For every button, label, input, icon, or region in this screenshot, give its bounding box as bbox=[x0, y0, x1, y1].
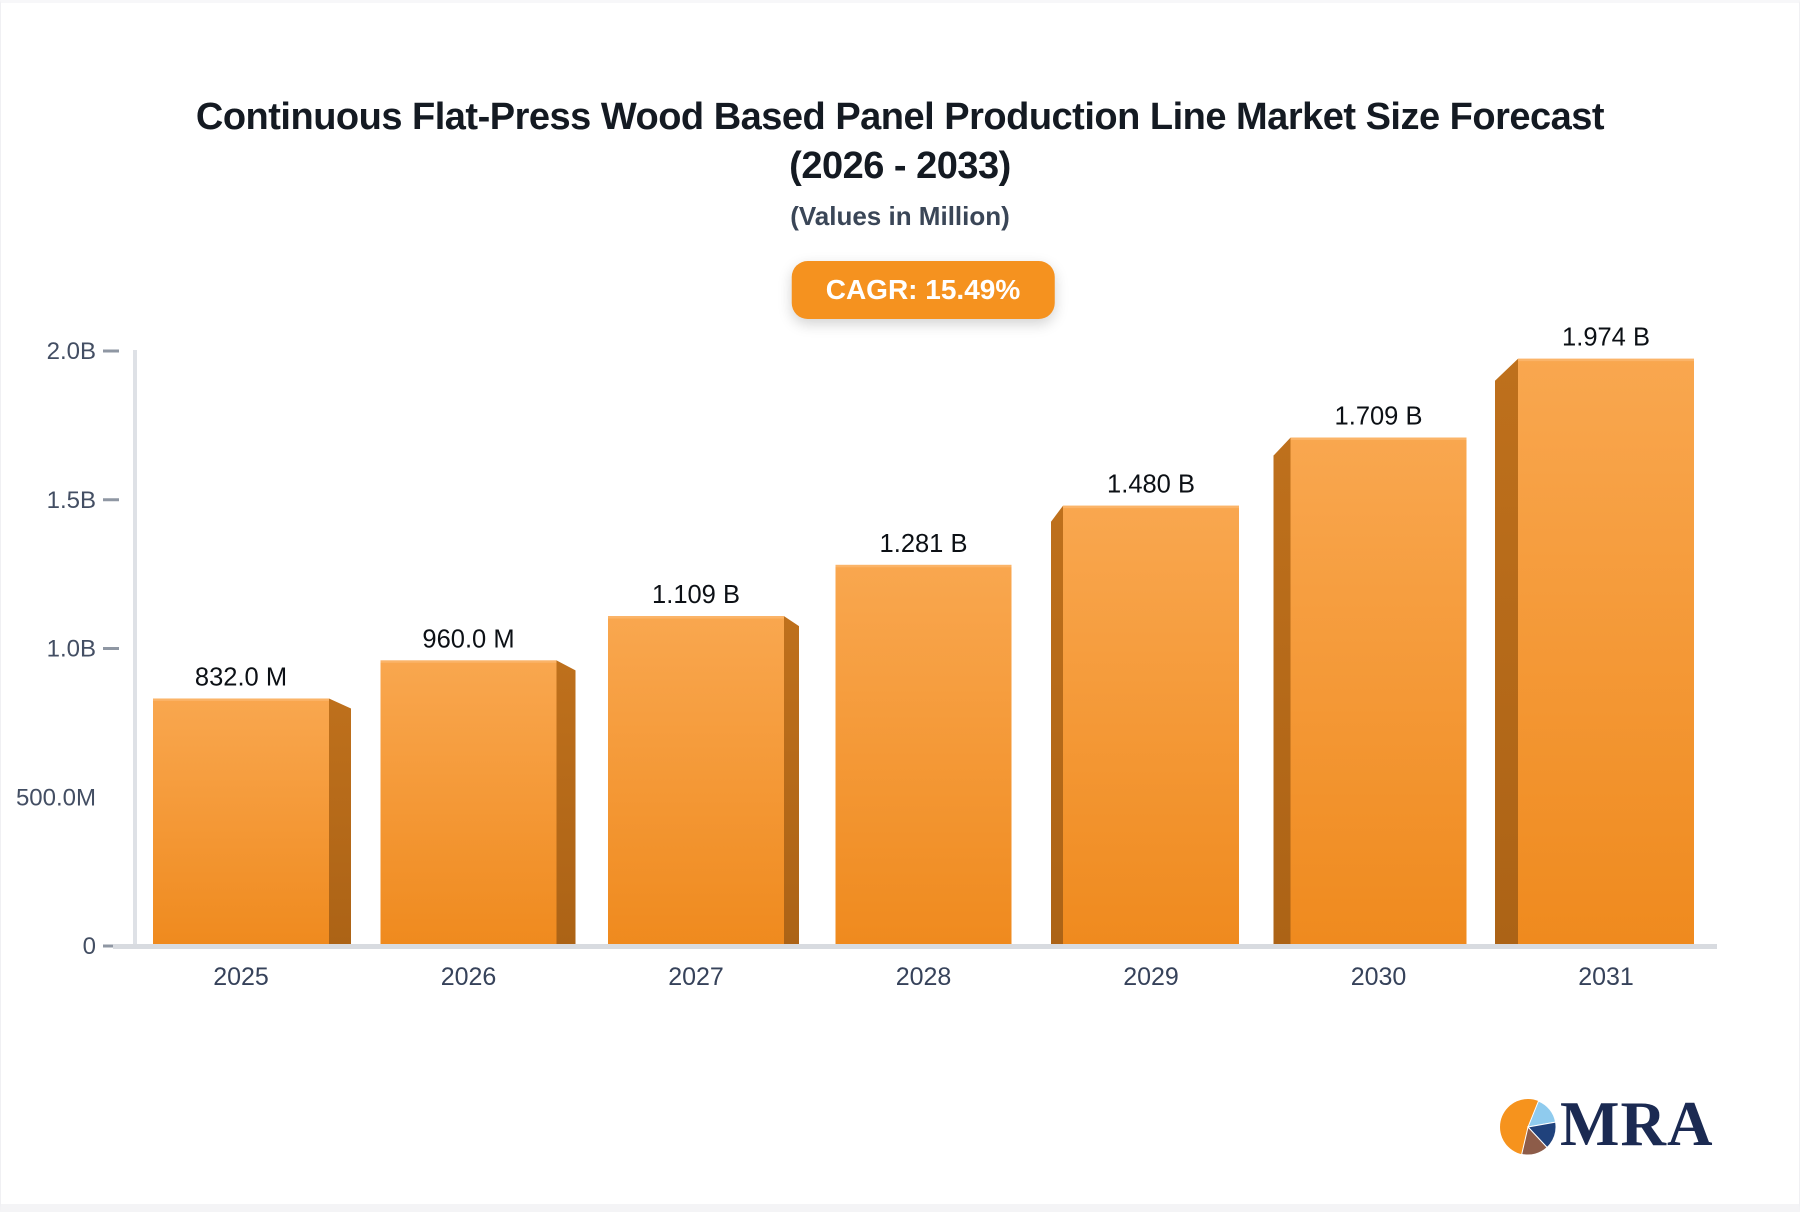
bar-side-face bbox=[1495, 358, 1518, 946]
bar-value-label: 1.709 B bbox=[1335, 403, 1423, 431]
bar-chart: 2.0B 1.5B 1.0B 500.0M 0 832.0 M 2025 960.0 M 202… bbox=[16, 324, 1717, 991]
y-tick bbox=[103, 944, 119, 948]
bar-side-face bbox=[784, 616, 799, 946]
chart-subtitle: (Values in Million) bbox=[790, 201, 1010, 231]
mra-logo-text: MRA bbox=[1560, 1088, 1714, 1159]
x-axis-label-2030: 2030 bbox=[1351, 963, 1407, 991]
bar-front-face bbox=[1063, 505, 1239, 946]
bar-value-label: 1.974 B bbox=[1562, 324, 1650, 352]
bar-value-label: 960.0 M bbox=[422, 625, 514, 653]
bar-side-face bbox=[329, 698, 351, 946]
bar-front-face bbox=[1518, 358, 1694, 946]
bar-side-face bbox=[556, 660, 576, 946]
y-tick bbox=[103, 349, 119, 353]
x-axis-line bbox=[113, 944, 1717, 949]
chart-title: Continuous Flat-Press Wood Based Panel P… bbox=[1, 93, 1799, 190]
bar-2029: 1.480 B 2029 bbox=[1051, 471, 1239, 991]
cagr-badge: CAGR: 15.49% bbox=[791, 261, 1055, 319]
bar-front-face bbox=[835, 564, 1012, 946]
chart-title-line1: Continuous Flat-Press Wood Based Panel P… bbox=[195, 96, 1605, 138]
x-axis-label-2031: 2031 bbox=[1578, 963, 1634, 991]
mra-logo: MRA bbox=[1498, 1091, 1713, 1163]
y-tick-label: 2.0B bbox=[47, 338, 96, 365]
bar-2025: 832.0 M 2025 bbox=[153, 663, 351, 991]
y-tick bbox=[103, 498, 119, 502]
chart-title-line2: (2026 - 2033) bbox=[789, 144, 1011, 187]
bar-front-face bbox=[608, 616, 784, 946]
mra-logo-pie-icon bbox=[1500, 1099, 1557, 1156]
bar-front-face bbox=[1290, 437, 1467, 946]
bar-value-label: 1.281 B bbox=[880, 530, 968, 558]
x-axis-label-2029: 2029 bbox=[1123, 963, 1179, 991]
y-tick-label: 0 bbox=[83, 933, 96, 960]
x-axis-label-2028: 2028 bbox=[896, 963, 952, 991]
bar-2027: 1.109 B 2027 bbox=[608, 581, 799, 991]
y-tick-label: 500.0M bbox=[16, 784, 96, 811]
bar-front-face bbox=[380, 660, 557, 946]
bar-2031: 1.974 B 2031 bbox=[1495, 324, 1694, 991]
y-axis-line bbox=[133, 350, 137, 946]
bar-side-face bbox=[1051, 505, 1063, 946]
y-tick-label: 1.5B bbox=[47, 487, 96, 514]
y-tick-label: 1.0B bbox=[47, 636, 96, 663]
x-axis-label-2027: 2027 bbox=[668, 963, 724, 991]
bar-front-face bbox=[153, 698, 329, 946]
bar-2028: 1.281 B 2028 bbox=[835, 530, 1012, 991]
bar-side-face bbox=[1273, 437, 1291, 946]
bar-2030: 1.709 B 2030 bbox=[1273, 403, 1467, 991]
bar-2026: 960.0 M 2026 bbox=[380, 625, 576, 991]
y-tick bbox=[103, 647, 119, 650]
bar-value-label: 1.480 B bbox=[1107, 471, 1195, 499]
x-axis-label-2025: 2025 bbox=[213, 963, 269, 991]
bar-value-label: 1.109 B bbox=[652, 581, 740, 609]
bar-value-label: 832.0 M bbox=[195, 663, 287, 691]
x-axis-label-2026: 2026 bbox=[441, 963, 497, 991]
